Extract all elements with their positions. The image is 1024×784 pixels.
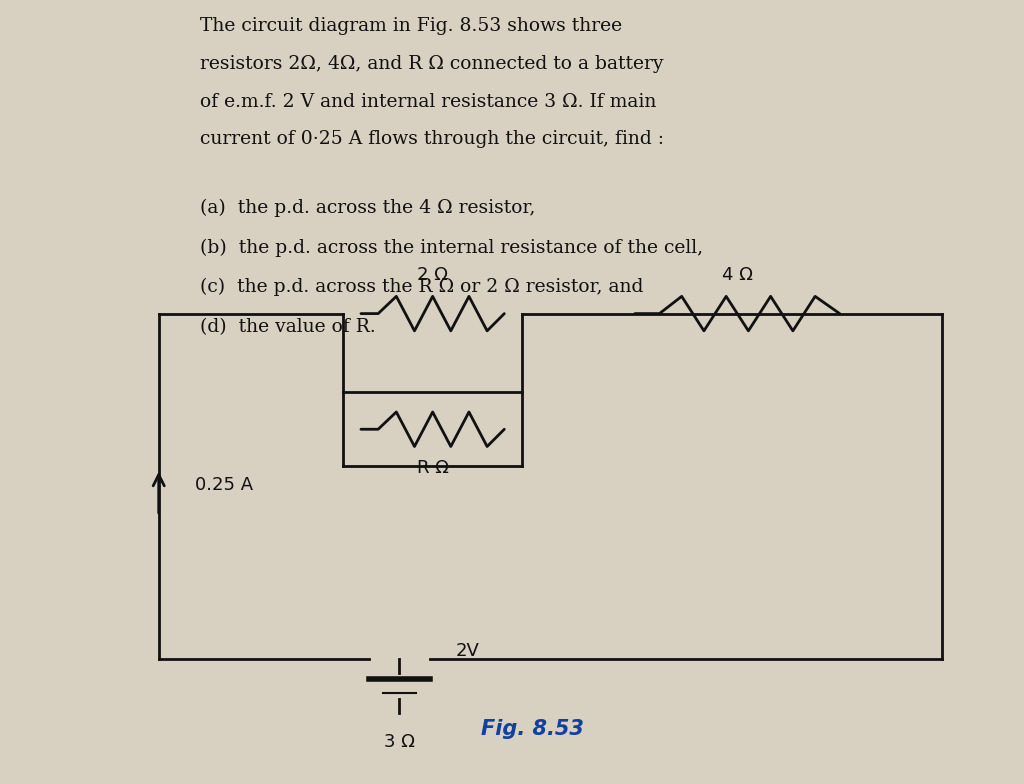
Text: 4 Ω: 4 Ω [722, 266, 753, 284]
Text: Fig. 8.53: Fig. 8.53 [481, 719, 584, 739]
Text: 2V: 2V [456, 642, 479, 659]
Text: 0.25 A: 0.25 A [195, 476, 253, 493]
Text: 3 Ω: 3 Ω [384, 733, 415, 751]
Text: current of 0·25 A flows through the circuit, find :: current of 0·25 A flows through the circ… [200, 130, 664, 148]
Text: (c)  the p.d. across the R Ω or 2 Ω resistor, and: (c) the p.d. across the R Ω or 2 Ω resis… [200, 278, 643, 296]
Text: of e.m.f. 2 V and internal resistance 3 Ω. If main: of e.m.f. 2 V and internal resistance 3 … [200, 93, 656, 111]
Text: 2 Ω: 2 Ω [417, 266, 449, 284]
Text: (d)  the value of R.: (d) the value of R. [200, 318, 376, 336]
Text: (b)  the p.d. across the internal resistance of the cell,: (b) the p.d. across the internal resista… [200, 238, 702, 257]
Text: R Ω: R Ω [417, 459, 449, 477]
Text: The circuit diagram in Fig. 8.53 shows three: The circuit diagram in Fig. 8.53 shows t… [200, 17, 622, 35]
Text: resistors 2Ω, 4Ω, and R Ω connected to a battery: resistors 2Ω, 4Ω, and R Ω connected to a… [200, 55, 664, 73]
Text: (a)  the p.d. across the 4 Ω resistor,: (a) the p.d. across the 4 Ω resistor, [200, 199, 536, 217]
